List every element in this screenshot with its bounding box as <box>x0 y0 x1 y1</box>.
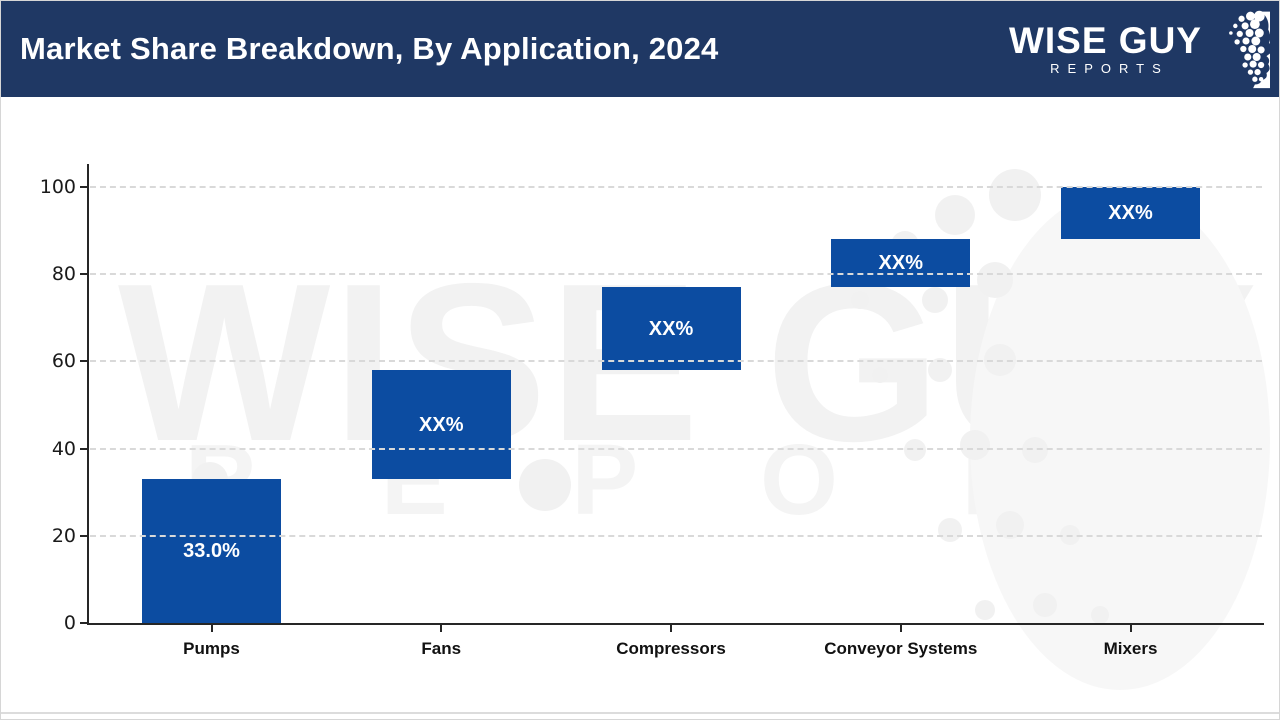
x-tick-label: Conveyor Systems <box>824 639 978 658</box>
y-tick-label: 40 <box>51 437 76 460</box>
x-axis-line <box>87 623 1264 625</box>
bar <box>601 287 741 371</box>
bar-value-label: 33.0% <box>183 540 240 563</box>
page-title: Market Share Breakdown, By Application, … <box>20 30 719 66</box>
bar-value-label: XX% <box>878 252 923 275</box>
x-tick-mark <box>670 625 672 632</box>
bar <box>371 370 511 480</box>
y-gridline <box>90 186 1262 188</box>
bar <box>142 479 281 623</box>
x-tick-mark <box>210 625 213 632</box>
y-gridline <box>90 360 1262 363</box>
y-tick-label: 60 <box>51 350 76 373</box>
x-tick-mark <box>440 625 443 632</box>
wise-guy-reports-logo: WISE GUY REPORTS <box>1009 0 1270 97</box>
y-gridline <box>90 534 1262 537</box>
y-tick-label: 80 <box>51 263 76 286</box>
logo-text: WISE GUY REPORTS <box>1009 22 1202 75</box>
y-tick-mark <box>80 447 88 450</box>
bar-value-label: XX% <box>1108 202 1153 225</box>
x-tick-label: Compressors <box>616 639 726 658</box>
bottom-divider <box>0 712 1280 714</box>
bar-value-label: XX% <box>648 317 694 340</box>
y-tick-mark <box>80 273 88 276</box>
x-tick-label: Fans <box>421 639 462 658</box>
logo-wordmark: WISE GUY <box>1008 20 1202 61</box>
logo-subtitle: REPORTS <box>1050 61 1169 76</box>
dotted-head-icon <box>1229 10 1270 88</box>
y-gridline <box>90 447 1262 450</box>
header-bar: Market Share Breakdown, By Application, … <box>0 0 1280 97</box>
y-tick-label: 20 <box>51 524 76 547</box>
x-tick-mark <box>1129 625 1132 632</box>
y-tick-mark <box>80 186 88 188</box>
y-axis-line <box>87 164 89 625</box>
y-tick-mark <box>80 534 88 537</box>
y-gridline <box>90 273 1262 276</box>
x-tick-label: Pumps <box>183 639 240 658</box>
y-tick-mark <box>80 360 88 363</box>
y-tick-label: 100 <box>39 176 76 198</box>
y-tick-label: 0 <box>63 612 76 634</box>
bar-value-label: XX% <box>419 413 464 436</box>
y-tick-mark <box>80 622 88 624</box>
x-tick-mark <box>899 625 902 632</box>
x-tick-label: Mixers <box>1103 639 1158 658</box>
